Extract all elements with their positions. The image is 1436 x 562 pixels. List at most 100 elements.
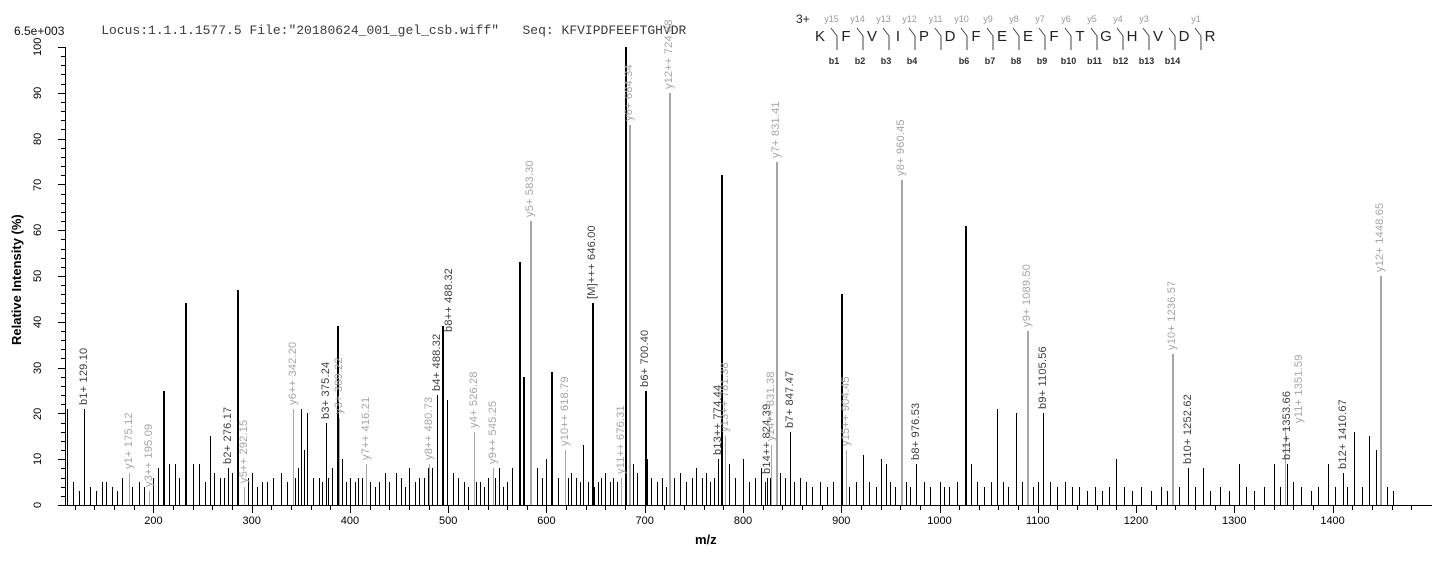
fragment-ion-label: b9+ 1105.56 [1037, 346, 1050, 410]
spectrum-peak [1008, 486, 1010, 505]
fragment-ion-label: b4+ 488.32 [430, 333, 443, 392]
spectrum-peak [1195, 486, 1196, 505]
spectrum-peak [769, 477, 771, 505]
x-major-tick [1234, 506, 1236, 513]
spectrum-peak [294, 477, 296, 505]
spectrum-peak [575, 477, 577, 505]
x-minor-tick [428, 506, 430, 510]
spectrum-peak [303, 450, 305, 505]
x-minor-tick [1411, 506, 1413, 510]
x-major-tick [1136, 506, 1138, 513]
y-minor-tick [61, 266, 65, 268]
spectrum-peak [1334, 486, 1336, 505]
spectrum-peak [1327, 463, 1329, 505]
spectrum-peak [507, 482, 509, 505]
x-tick-label: 300 [242, 515, 261, 527]
spectrum-peak [597, 482, 599, 505]
fragment-ion-peak [1287, 463, 1289, 505]
spectrum-peak [503, 486, 505, 505]
y-minor-tick [61, 156, 65, 158]
spectrum-peak [89, 486, 91, 505]
spectrum-peak [178, 477, 180, 505]
spectrum-peak [328, 477, 330, 505]
spectrum-peak [636, 472, 638, 505]
spectrum-peak [949, 486, 951, 505]
b-ion-ladder-label: b12 [1112, 56, 1129, 66]
fragment-ion-label: y8+ 960.45 [894, 119, 907, 176]
cleavage-site-mark [1038, 27, 1046, 50]
x-minor-tick [625, 506, 627, 510]
x-tick-label: 900 [832, 515, 851, 527]
y-minor-tick [61, 248, 65, 250]
fragment-ion-peak [776, 161, 779, 505]
x-minor-tick [1175, 506, 1177, 510]
x-minor-tick [664, 506, 666, 510]
spectrum-peak [923, 482, 925, 505]
spectrum-peak [287, 482, 289, 505]
x-minor-tick [762, 506, 764, 510]
fragment-ion-label: y7+ 831.41 [770, 100, 783, 158]
fragment-ion-peak [1171, 353, 1174, 505]
spectrum-peak [184, 303, 187, 505]
spectrum-peak [78, 491, 80, 505]
spectrum-peak [680, 472, 682, 505]
spectrum-peak [625, 47, 628, 505]
spectrum-peak [780, 472, 782, 505]
b-ion-ladder-label: b14 [1164, 56, 1181, 66]
spectrum-peak [72, 482, 74, 505]
y-minor-tick [61, 83, 65, 85]
y-tick-label: 0 [32, 501, 44, 509]
x-major-tick [841, 506, 843, 513]
fragment-ion-peak [429, 463, 431, 505]
x-minor-tick [114, 506, 116, 510]
spectrum-peak [102, 482, 104, 505]
residue-letter: F [971, 28, 981, 45]
x-minor-tick [330, 506, 332, 510]
residue-letter: D [1178, 28, 1190, 45]
spectrum-peak [996, 408, 998, 505]
x-minor-tick [291, 506, 292, 510]
x-tick-label: 1200 [1123, 515, 1149, 527]
y-major-tick [58, 92, 65, 94]
spectrum-peak [666, 486, 668, 505]
spectrum-peak [929, 486, 931, 505]
y-tick-label: 80 [32, 132, 44, 145]
spectrum-peak [1263, 486, 1265, 505]
spectrum-peak [799, 477, 801, 505]
spectrum-peak [541, 477, 543, 505]
spectrum-peak [261, 482, 263, 505]
spectrum-peak [210, 436, 212, 505]
spectrum-peak [686, 482, 687, 505]
spectrum-peak [518, 262, 521, 505]
spectrum-peak [794, 482, 796, 505]
x-tick-label: 1300 [1222, 515, 1247, 527]
x-minor-tick [703, 506, 705, 510]
spectrum-peak [297, 468, 299, 505]
x-minor-tick [271, 506, 273, 510]
spectrum-peak [819, 482, 821, 505]
y-minor-tick [61, 395, 65, 397]
y-minor-tick [61, 202, 65, 204]
x-minor-tick [959, 506, 961, 510]
y-minor-tick [61, 330, 65, 332]
y-minor-tick [61, 101, 65, 103]
spectrum-peak [593, 486, 595, 505]
spectrum-peak [957, 482, 959, 505]
b-ion-ladder-label: b4 [906, 56, 918, 66]
spectrum-peak [1301, 486, 1303, 505]
spectrum-peak [346, 482, 348, 505]
spectrum-peak [332, 468, 334, 505]
fragment-ion-label: b12+ 1410.67 [1337, 398, 1350, 469]
cleavage-site-mark [1012, 27, 1020, 50]
y-minor-tick [61, 120, 65, 122]
precursor-charge-label: 3+ [796, 12, 810, 26]
spectrum-peak [463, 482, 465, 505]
spectrum-peak [587, 482, 589, 505]
spectrum-peak [447, 399, 449, 505]
spectrum-peak [267, 482, 269, 505]
spectrum-peak [1239, 463, 1241, 505]
b-ion-ladder-label: b3 [880, 56, 892, 66]
x-minor-tick [192, 506, 194, 510]
x-minor-tick [526, 506, 528, 510]
seq-value: KFVIPDFEEFTGHVDR [561, 23, 687, 38]
